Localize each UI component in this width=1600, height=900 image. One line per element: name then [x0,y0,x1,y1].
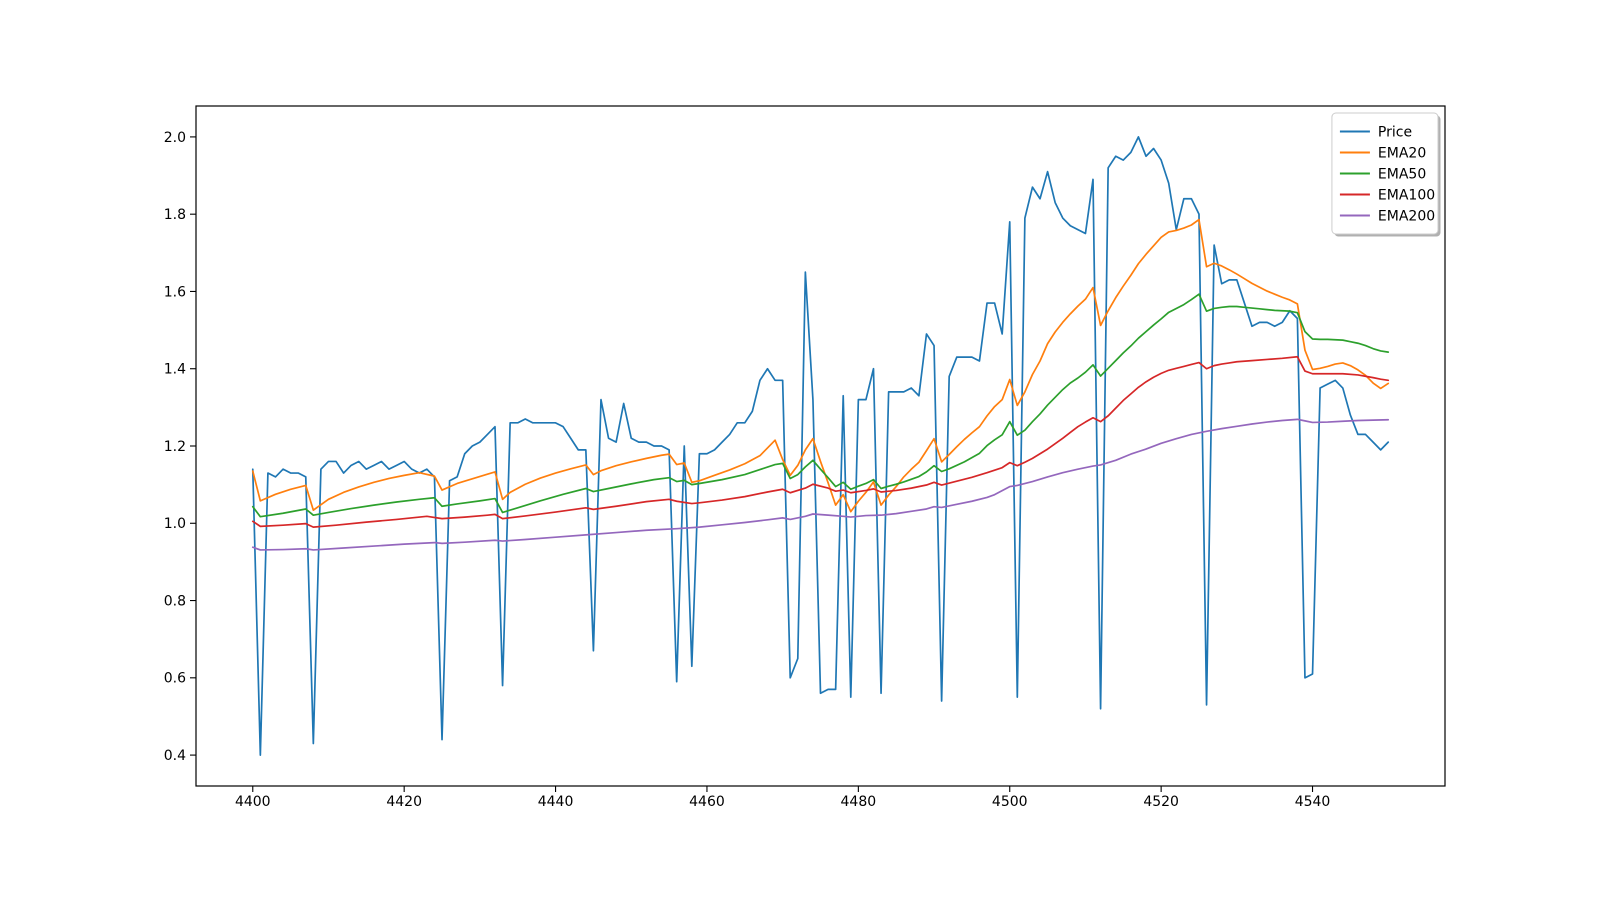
x-tick-label: 4500 [992,794,1028,810]
x-tick-label: 4520 [1143,794,1179,810]
x-tick-label: 4540 [1295,794,1331,810]
ema200-line [251,418,1390,551]
x-tick-label: 4420 [386,794,422,810]
y-tick-label: 1.6 [164,284,186,300]
legend-label-ema200: EMA200 [1378,208,1435,224]
y-tick-label: 1.2 [164,439,186,455]
x-tick-label: 4440 [538,794,574,810]
legend-label-price: Price [1378,124,1412,140]
x-tick-label: 4400 [235,794,271,810]
x-tick-label: 4480 [841,794,877,810]
legend-label-ema100: EMA100 [1378,187,1435,203]
y-tick-label: 1.0 [164,516,186,532]
legend-box [1331,112,1439,235]
y-tick-label: 0.4 [164,748,186,764]
y-tick-label: 1.8 [164,207,186,223]
y-tick-label: 0.8 [164,593,186,609]
ema50-line [251,293,1390,518]
y-tick-label: 1.4 [164,362,186,378]
y-tick-label: 2.0 [164,130,186,146]
axes-frame [195,105,1446,787]
legend-label-ema20: EMA20 [1378,145,1426,161]
ema20-line [251,218,1390,513]
y-tick-label: 0.6 [164,671,186,687]
ema100-line [251,355,1390,528]
legend-label-ema50: EMA50 [1378,166,1426,182]
x-tick-label: 4460 [689,794,725,810]
price-line [251,136,1390,756]
